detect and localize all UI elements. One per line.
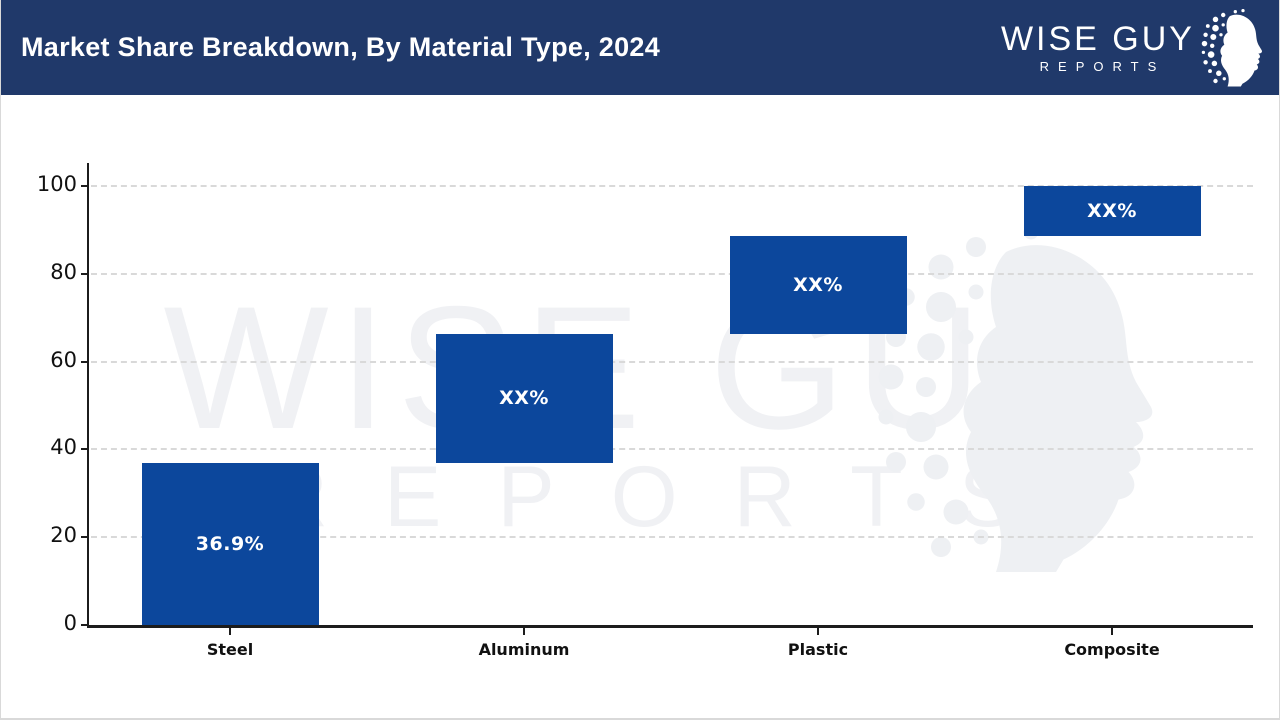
x-category-label-composite: Composite: [1064, 640, 1160, 659]
x-tick: [817, 628, 819, 635]
y-tick-label: 100: [36, 172, 77, 196]
chart-title: Market Share Breakdown, By Material Type…: [21, 32, 661, 62]
y-tick: [81, 360, 89, 363]
bar-steel: 36.9%: [141, 463, 319, 625]
y-tick-label: 80: [50, 259, 77, 284]
gridline-60: [91, 360, 1253, 363]
x-tick: [523, 628, 525, 635]
logo-name: WISE GUY: [1000, 20, 1195, 58]
y-tick-label: 0: [63, 611, 77, 635]
header-bar: Market Share Breakdown, By Material Type…: [1, 0, 1279, 95]
x-tick: [1111, 628, 1113, 635]
gridline-20: [91, 536, 1253, 539]
y-tick: [81, 536, 89, 539]
y-tick: [81, 272, 89, 275]
wise-guy-logo: WISE GUY REPORTS: [1001, 8, 1265, 87]
y-tick: [81, 624, 89, 626]
bar-value-label: XX%: [1087, 200, 1137, 223]
logo-subtitle: REPORTS: [1039, 59, 1166, 74]
bar-aluminum: XX%: [435, 333, 613, 463]
logo-head-icon: [1201, 8, 1262, 87]
bar-value-label: 36.9%: [195, 532, 265, 555]
y-tick-label: 60: [50, 347, 77, 372]
y-tick-label: 40: [50, 435, 77, 460]
y-tick: [81, 448, 89, 451]
x-category-label-steel: Steel: [206, 640, 254, 659]
x-category-label-aluminum: Aluminum: [478, 640, 570, 659]
y-axis: [87, 163, 89, 628]
y-tick-label: 20: [50, 523, 77, 548]
y-tick: [81, 185, 89, 187]
gridline-40: [91, 448, 1253, 451]
bar-value-label: XX%: [499, 387, 549, 410]
gridline-80: [91, 272, 1253, 275]
watermark-name: WISE GUY: [163, 271, 1119, 466]
x-axis: [87, 625, 1253, 628]
logo-text: WISE GUY REPORTS: [1001, 22, 1195, 73]
gridline-100: [91, 185, 1253, 187]
bar-composite: XX%: [1023, 186, 1201, 237]
x-category-label-plastic: Plastic: [787, 640, 849, 659]
bar-value-label: XX%: [793, 274, 843, 297]
bar-plastic: XX%: [729, 236, 907, 334]
x-tick: [229, 628, 231, 635]
